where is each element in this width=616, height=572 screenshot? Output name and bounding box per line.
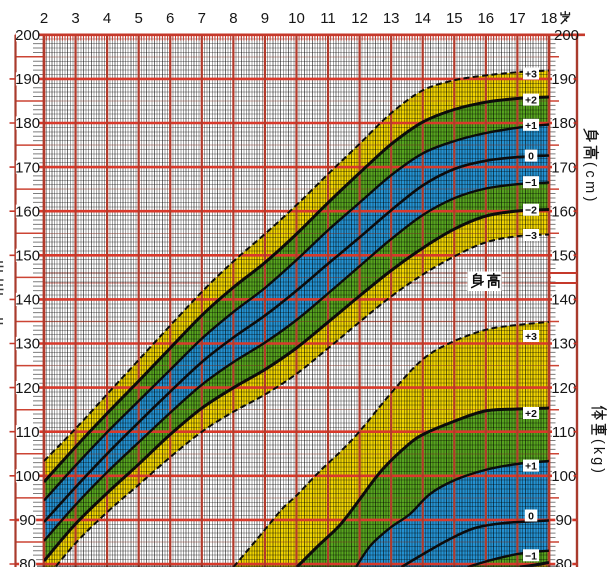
svg-text:90: 90 <box>19 512 36 529</box>
svg-text:170: 170 <box>551 159 576 176</box>
svg-text:15: 15 <box>446 10 463 27</box>
svg-text:2: 2 <box>40 10 48 27</box>
svg-text:+2: +2 <box>525 95 537 107</box>
svg-text:140: 140 <box>15 292 40 309</box>
svg-text:16: 16 <box>477 10 494 27</box>
svg-text:180: 180 <box>551 115 576 132</box>
svg-text:160: 160 <box>551 203 576 220</box>
svg-text:150: 150 <box>15 248 40 265</box>
svg-text:170: 170 <box>15 159 40 176</box>
svg-text:(kg): (kg) <box>590 439 606 476</box>
svg-text:120: 120 <box>15 380 40 397</box>
svg-text:200: 200 <box>15 27 40 44</box>
svg-text:+1: +1 <box>525 120 537 132</box>
svg-text:+3: +3 <box>525 331 537 343</box>
svg-text:130: 130 <box>551 336 576 353</box>
svg-text:120: 120 <box>551 380 576 397</box>
svg-text:(cm): (cm) <box>582 162 598 205</box>
svg-text:10: 10 <box>288 10 305 27</box>
svg-text:+3: +3 <box>525 69 537 81</box>
svg-text:3: 3 <box>71 10 79 27</box>
svg-text:9: 9 <box>261 10 269 27</box>
svg-text:14: 14 <box>414 10 431 27</box>
svg-text:140: 140 <box>551 292 576 309</box>
svg-text:190: 190 <box>551 71 576 88</box>
svg-text:110: 110 <box>552 424 576 441</box>
svg-text:100: 100 <box>551 468 576 485</box>
svg-text:13: 13 <box>383 10 400 27</box>
svg-text:190: 190 <box>15 71 40 88</box>
svg-text:0: 0 <box>528 511 534 523</box>
svg-text:17: 17 <box>509 10 526 27</box>
svg-text:−1: −1 <box>525 550 537 562</box>
svg-text:110: 110 <box>16 424 40 441</box>
svg-text:−3: −3 <box>525 230 537 242</box>
svg-text:6: 6 <box>166 10 174 27</box>
svg-text:−2: −2 <box>525 205 537 217</box>
svg-text:5: 5 <box>135 10 143 27</box>
svg-text:+1: +1 <box>525 461 537 473</box>
svg-text:80: 80 <box>555 556 572 567</box>
svg-text:130: 130 <box>15 336 40 353</box>
svg-text:200: 200 <box>554 27 579 44</box>
svg-text:4: 4 <box>103 10 111 27</box>
svg-text:100: 100 <box>15 468 40 485</box>
svg-text:150: 150 <box>551 248 576 265</box>
svg-text:12: 12 <box>351 10 368 27</box>
svg-text:18: 18 <box>541 10 558 27</box>
svg-text:+2: +2 <box>525 408 537 420</box>
svg-text:180: 180 <box>15 115 40 132</box>
svg-text:11: 11 <box>320 10 336 27</box>
svg-text:−1: −1 <box>525 177 537 189</box>
svg-text:8: 8 <box>229 10 237 27</box>
svg-text:0: 0 <box>528 151 534 163</box>
svg-text:80: 80 <box>19 556 36 567</box>
svg-text:7: 7 <box>198 10 206 27</box>
svg-text:90: 90 <box>555 512 572 529</box>
svg-text:160: 160 <box>15 203 40 220</box>
